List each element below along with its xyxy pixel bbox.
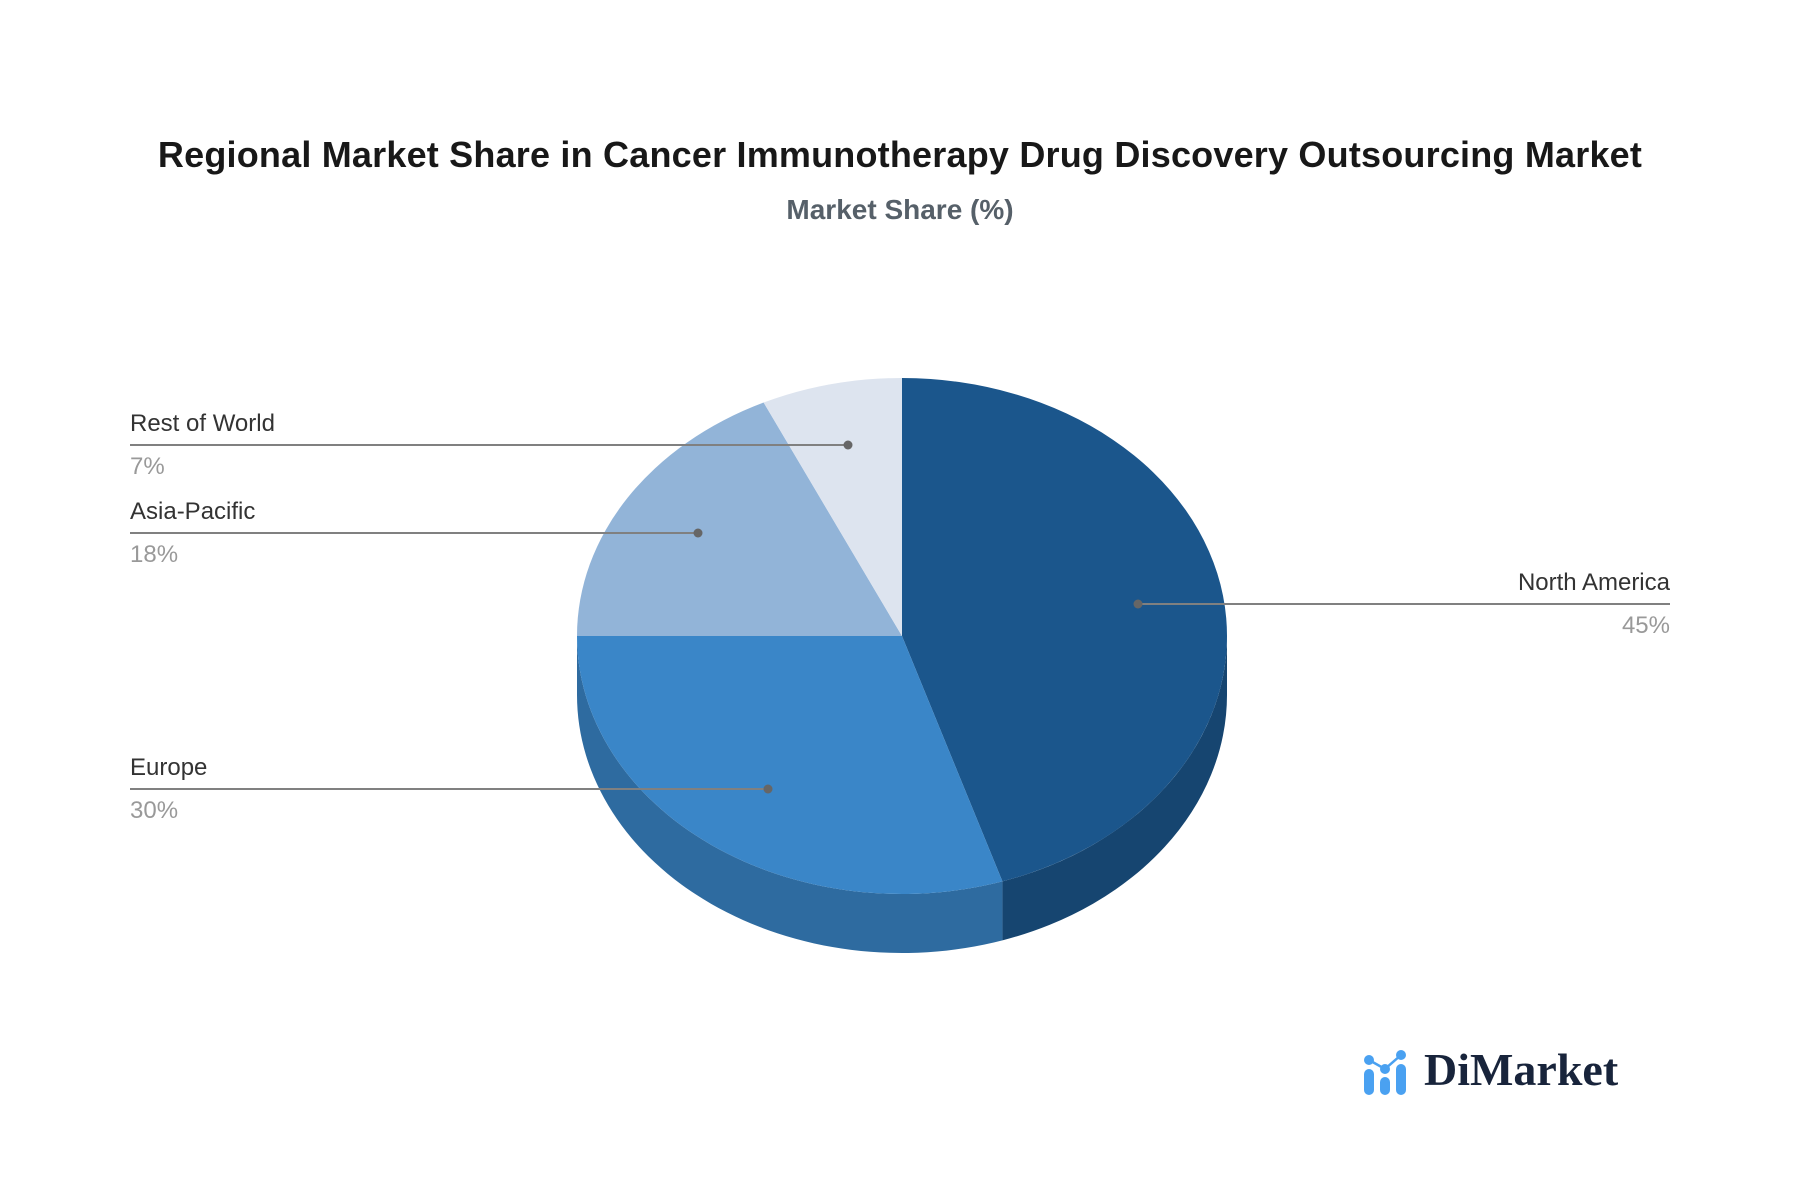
slice-label-asia-pacific: Asia-Pacific 18% [130, 498, 255, 569]
connector-dot-asia-pacific [693, 528, 703, 538]
slice-label-percent: 45% [1621, 612, 1670, 639]
brand-bar [1396, 1064, 1406, 1095]
connector-dot-rest-of-world [843, 440, 853, 450]
pie-slice-europe[interactable] [577, 636, 1003, 895]
slice-label-north-america: North America 45% [1518, 569, 1670, 640]
brand-spark-dot [1396, 1050, 1406, 1060]
brand-spark-dot [1380, 1064, 1390, 1074]
slice-label-europe: Europe 30% [130, 754, 207, 825]
connector-dot-europe [763, 784, 773, 794]
pie-slice-asia-pacific[interactable] [577, 402, 902, 636]
slice-label-name: North America [1517, 569, 1670, 596]
chart-title: Regional Market Share in Cancer Immunoth… [157, 134, 1643, 175]
brand-bar [1364, 1069, 1374, 1095]
pie-slice-rest-of-world[interactable] [763, 378, 902, 636]
connector-dot-north-america [1133, 599, 1143, 609]
slice-label-percent: 18% [130, 541, 179, 568]
pie-slice-side-north-america [1002, 636, 1227, 941]
slice-label-rest-of-world: Rest of World 7% [130, 410, 275, 481]
brand-spark-dot [1364, 1055, 1374, 1065]
slice-label-percent: 7% [130, 453, 165, 480]
brand-logo: DiMarket [1362, 1040, 1618, 1100]
pie-slice-north-america[interactable] [902, 378, 1227, 882]
brand-logo-icon [1364, 1050, 1406, 1095]
chart-subtitle: Market Share (%) [786, 194, 1014, 225]
brand-logo-text: DiMarket [1424, 1044, 1619, 1095]
brand-bar [1380, 1077, 1390, 1095]
pie-slice-side-europe [577, 636, 1003, 953]
slice-label-name: Asia-Pacific [130, 498, 256, 525]
slice-label-name: Europe [130, 754, 208, 781]
slice-label-percent: 30% [130, 797, 179, 824]
slice-label-name: Rest of World [130, 410, 275, 437]
